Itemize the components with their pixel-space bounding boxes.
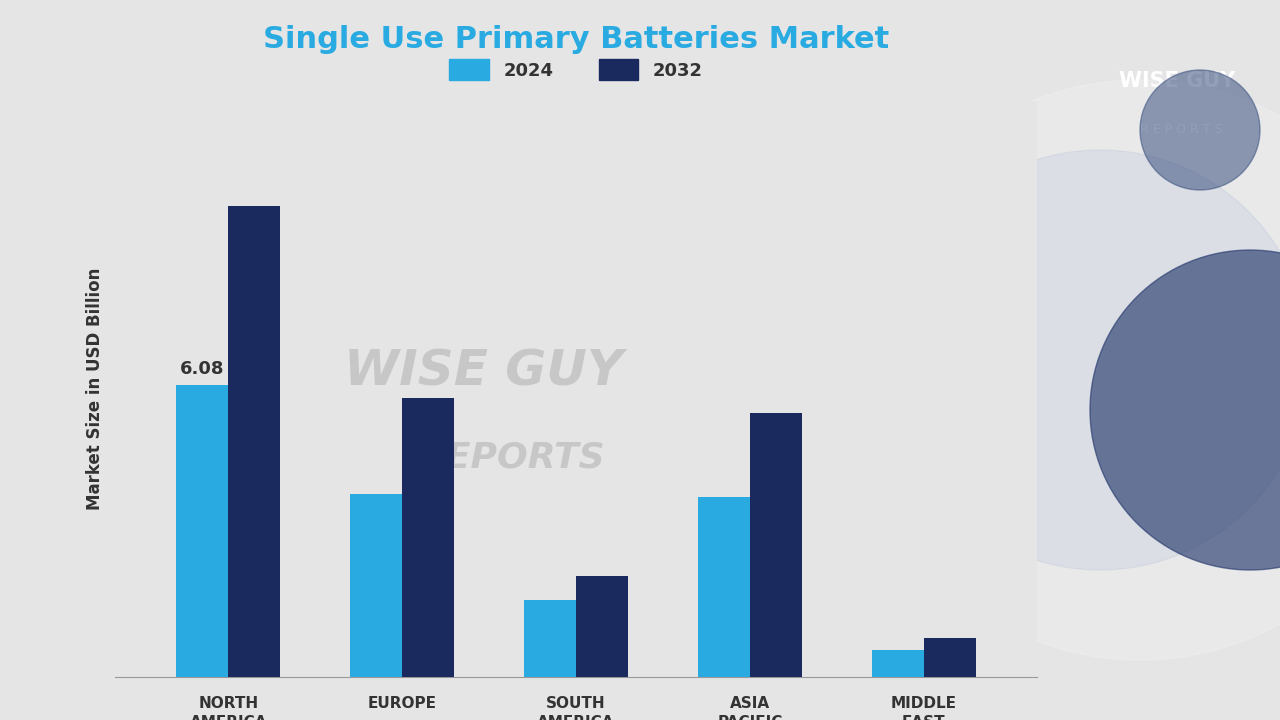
Bar [177, 385, 228, 677]
Bar [524, 600, 576, 677]
Legend: 2024, 2032: 2024, 2032 [442, 53, 710, 88]
Text: Single Use Primary Batteries Market: Single Use Primary Batteries Market [262, 25, 890, 54]
Text: 6.08: 6.08 [180, 360, 224, 378]
Text: REPORTS: REPORTS [419, 441, 605, 475]
Bar [402, 398, 454, 677]
Text: R E P O R T S: R E P O R T S [1139, 123, 1222, 136]
Circle shape [850, 80, 1280, 660]
Y-axis label: Market Size in USD Billion: Market Size in USD Billion [86, 268, 104, 510]
Bar [576, 576, 628, 677]
Circle shape [890, 150, 1280, 570]
Bar [228, 207, 280, 677]
Text: WISE GUY: WISE GUY [344, 348, 623, 395]
Circle shape [1140, 70, 1260, 190]
Circle shape [1091, 250, 1280, 570]
Bar [349, 495, 402, 677]
Bar [924, 639, 975, 677]
Text: WISE GUY: WISE GUY [1119, 71, 1235, 91]
Bar [872, 650, 924, 677]
Bar [698, 497, 750, 677]
Bar [750, 413, 803, 677]
